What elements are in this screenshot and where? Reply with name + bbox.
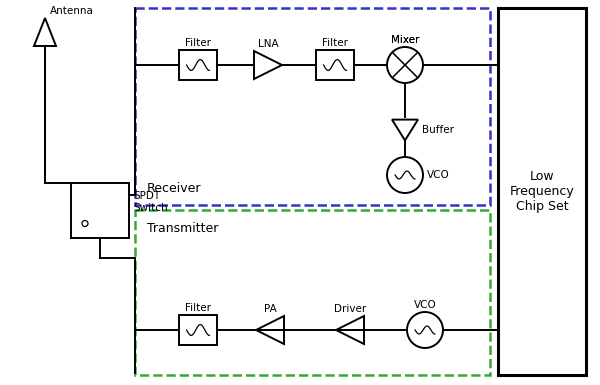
Text: Low
Frequency
Chip Set: Low Frequency Chip Set [509,170,574,213]
Text: VCO: VCO [427,170,450,180]
Bar [135,210,490,375]
Circle shape [407,312,443,348]
Text: Buffer: Buffer [422,125,454,135]
Text: Antenna: Antenna [50,6,94,16]
Text: Mixer: Mixer [391,35,419,45]
Text: Mixer: Mixer [391,35,419,45]
Bar [71,182,129,238]
Text: Filter: Filter [185,38,211,48]
Text: LNA: LNA [257,39,278,49]
Circle shape [387,47,423,83]
Bar [135,8,490,205]
Bar [316,50,354,80]
Text: PA: PA [263,304,277,314]
Text: Transmitter: Transmitter [147,222,218,235]
Circle shape [387,157,423,193]
Text: Filter: Filter [322,38,348,48]
Bar [179,50,217,80]
Text: Receiver: Receiver [147,182,202,195]
Circle shape [82,221,88,226]
Bar [179,315,217,345]
Text: Driver: Driver [334,304,366,314]
Bar [498,8,586,375]
Text: Filter: Filter [185,303,211,313]
Text: VCO: VCO [413,300,436,310]
Text: SPDT
Switch: SPDT Switch [133,191,167,213]
